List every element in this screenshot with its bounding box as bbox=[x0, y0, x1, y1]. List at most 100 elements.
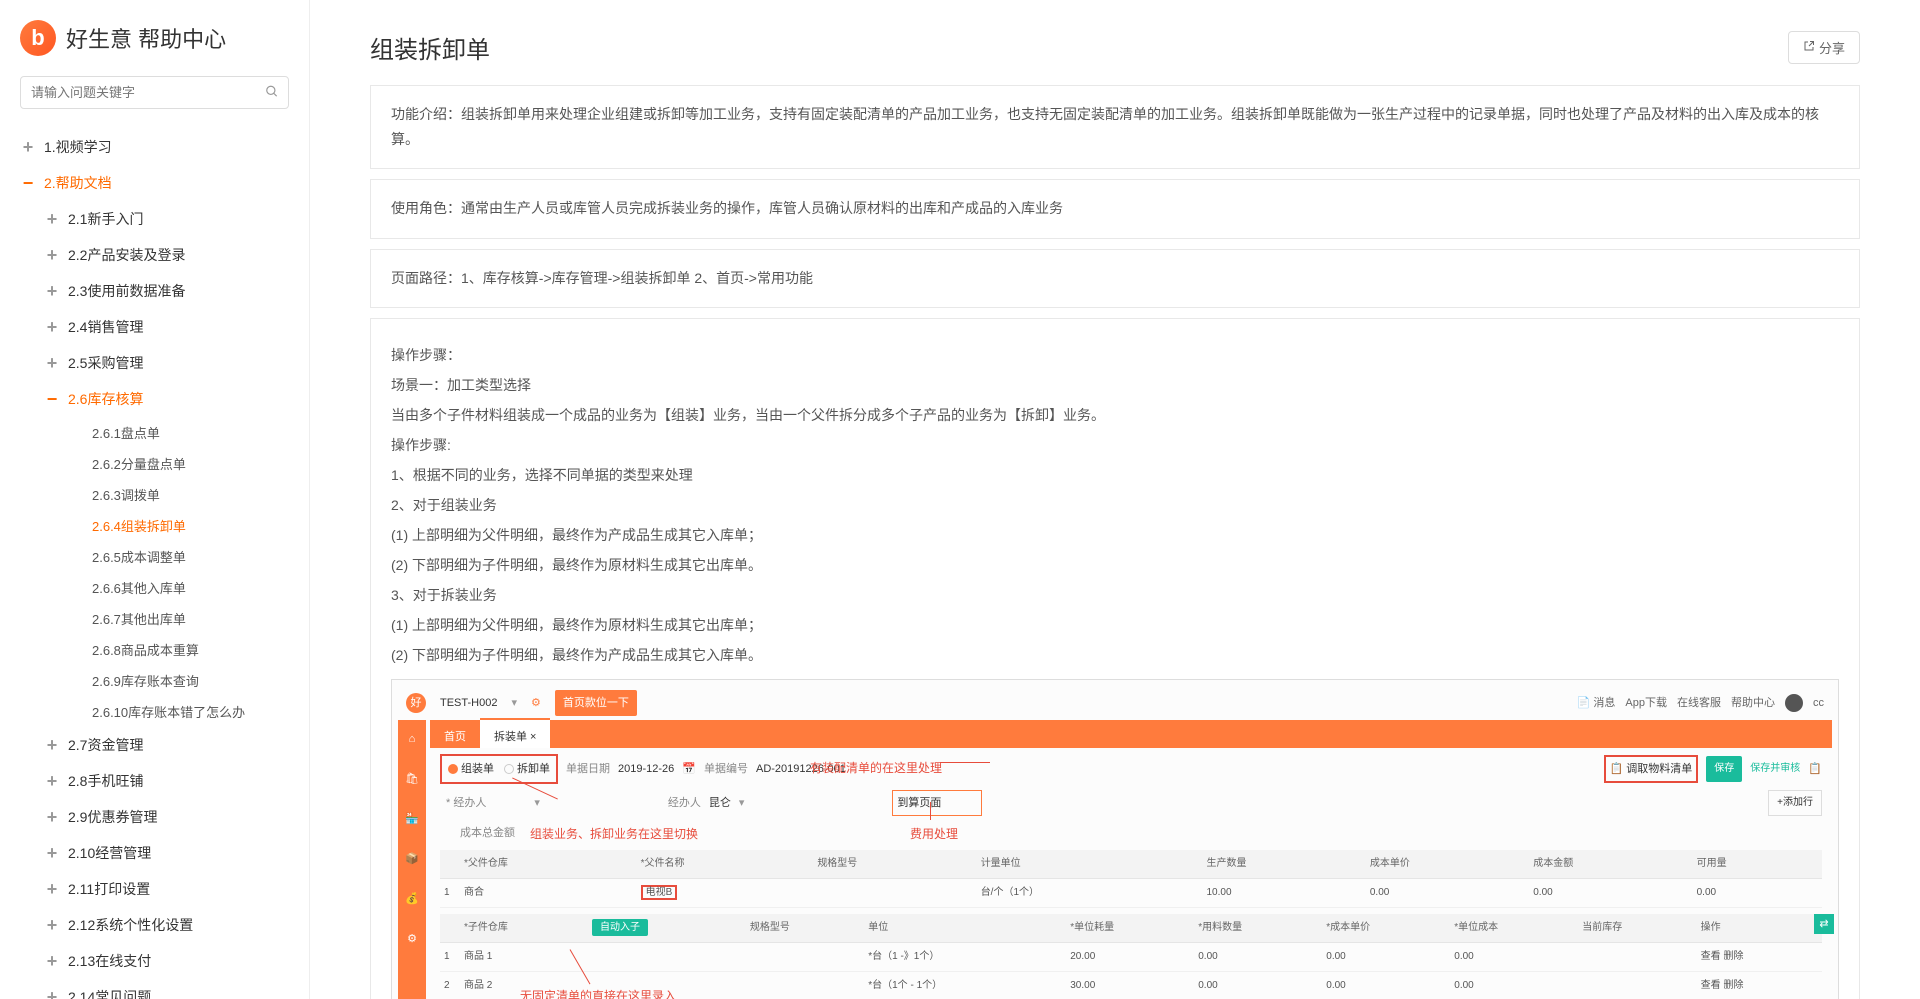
sidebar-item-label: 2.11打印设置 bbox=[68, 879, 150, 899]
home-icon[interactable]: ⌂ bbox=[409, 728, 416, 750]
bill-label: 单据编号 bbox=[704, 758, 748, 780]
ss-toolbar-3: 成本总金额 组装业务、拆卸业务在这里切换 费用处理 bbox=[430, 822, 1832, 850]
sidebar-item[interactable]: 2.5采购管理 bbox=[44, 345, 289, 381]
save-audit-button[interactable]: 保存并审核 bbox=[1750, 759, 1800, 779]
ss-help[interactable]: 帮助中心 bbox=[1731, 692, 1775, 714]
sidebar-item[interactable]: 2.1新手入门 bbox=[44, 201, 289, 237]
type-radio-group[interactable]: 组装单 拆卸单 bbox=[440, 754, 558, 784]
sidebar-item[interactable]: 2.8手机旺铺 bbox=[44, 763, 289, 799]
sidebar-item[interactable]: 2.6.7其他出库单 bbox=[92, 603, 289, 634]
sidebar-item-label: 2.6.10库存账本错了怎么办 bbox=[92, 702, 245, 721]
sidebar-item[interactable]: 2.10经营管理 bbox=[44, 835, 289, 871]
sidebar-item[interactable]: 2.6.2分量盘点单 bbox=[92, 448, 289, 479]
search-input[interactable] bbox=[20, 76, 289, 109]
table-row[interactable]: 1 商合 电视B 台/个（1个） 10.00 0.00 0.00 0.00 bbox=[440, 878, 1822, 907]
sidebar-item[interactable]: 2.6.3调拨单 bbox=[92, 479, 289, 510]
store-icon[interactable]: 🏪 bbox=[405, 808, 419, 830]
sidebar-item[interactable]: 2.14常见问题 bbox=[44, 979, 289, 999]
ss-body: ⌂ 🛍 🏪 📦 💰 ⚙ 首页 拆装单 × 组装单 bbox=[398, 720, 1832, 999]
sidebar-item[interactable]: 2.帮助文档 bbox=[20, 165, 289, 201]
th: 当前库存 bbox=[1578, 914, 1696, 943]
ss-msg[interactable]: 📄 消息 bbox=[1577, 692, 1616, 714]
sidebar-item[interactable]: 2.13在线支付 bbox=[44, 943, 289, 979]
radio-disassemble[interactable]: 拆卸单 bbox=[504, 758, 550, 780]
info-box-function: 功能介绍：组装拆卸单用来处理企业组建或拆卸等加工业务，支持有固定装配清单的产品加… bbox=[370, 85, 1860, 169]
sidebar-item-label: 2.6.1盘点单 bbox=[92, 423, 160, 442]
th: *单位耗量 bbox=[1066, 914, 1194, 943]
ss-svc[interactable]: 在线客服 bbox=[1677, 692, 1721, 714]
embedded-screenshot: 好 TEST-H002 ▾ ⚙ 首页款位一下 📄 消息 App下载 在线客服 帮… bbox=[391, 679, 1839, 999]
side-toggle-button[interactable]: ⇄ bbox=[1814, 914, 1834, 934]
sidebar-item-label: 2.4销售管理 bbox=[68, 317, 143, 337]
para: 1、根据不同的业务，选择不同单据的类型来处理 bbox=[391, 461, 1839, 489]
sidebar-item[interactable]: 2.7资金管理 bbox=[44, 727, 289, 763]
ss-user: cc bbox=[1813, 692, 1824, 714]
para: 2、对于组装业务 bbox=[391, 491, 1839, 519]
sidebar-item[interactable]: 2.12系统个性化设置 bbox=[44, 907, 289, 943]
ss-code: TEST-H002 bbox=[440, 692, 497, 714]
sidebar-item-label: 2.9优惠券管理 bbox=[68, 807, 157, 827]
sidebar-item[interactable]: 2.6.9库存账本查询 bbox=[92, 665, 289, 696]
bom-button[interactable]: 📋 调取物料清单 bbox=[1604, 755, 1699, 783]
child-table: ⇄ *子件仓库 自动入子 规格型号 单位 *单位耗量 *用料数量 *成本单价 bbox=[430, 914, 1832, 999]
sidebar-item[interactable]: 2.6库存核算 bbox=[44, 381, 289, 417]
table-row[interactable]: 1商品 1*台（1 -》1个）20.000.000.000.00查看 删除 bbox=[440, 942, 1822, 971]
logo-text: 好生意 帮助中心 bbox=[66, 22, 226, 54]
main-content: 组装拆卸单 分享 功能介绍：组装拆卸单用来处理企业组建或拆卸等加工业务，支持有固… bbox=[310, 0, 1920, 999]
date-value[interactable]: 2019-12-26 bbox=[618, 758, 674, 780]
sidebar-item[interactable]: 2.9优惠券管理 bbox=[44, 799, 289, 835]
ss-tab-home[interactable]: 首页 bbox=[430, 720, 480, 748]
plus-icon bbox=[44, 773, 60, 789]
sidebar-item[interactable]: 2.3使用前数据准备 bbox=[44, 273, 289, 309]
sidebar-item-label: 2.3使用前数据准备 bbox=[68, 281, 185, 301]
plus-icon bbox=[44, 809, 60, 825]
sidebar-item-label: 2.6.4组装拆卸单 bbox=[92, 516, 186, 535]
sidebar: 好生意 帮助中心 1.视频学习2.帮助文档2.1新手入门 2.2产品安装及登录 2.… bbox=[0, 0, 310, 999]
page-title: 组装拆卸单 bbox=[370, 30, 490, 65]
sidebar-item[interactable]: 2.6.4组装拆卸单 bbox=[92, 510, 289, 541]
ss-app[interactable]: App下载 bbox=[1625, 692, 1667, 714]
ss-avatar-icon[interactable] bbox=[1785, 694, 1803, 712]
save-button[interactable]: 保存 bbox=[1706, 756, 1742, 782]
sidebar-item[interactable]: 2.4销售管理 bbox=[44, 309, 289, 345]
sidebar-item[interactable]: 2.6.10库存账本错了怎么办 bbox=[92, 696, 289, 727]
sidebar-item[interactable]: 2.6.1盘点单 bbox=[92, 417, 289, 448]
date-label: 单据日期 bbox=[566, 758, 610, 780]
product-cell[interactable]: 电视B bbox=[641, 885, 678, 900]
sidebar-item[interactable]: 2.11打印设置 bbox=[44, 871, 289, 907]
share-button[interactable]: 分享 bbox=[1788, 31, 1860, 64]
th: 生产数量 bbox=[1202, 850, 1365, 879]
ss-tabs: 首页 拆装单 × bbox=[430, 720, 1832, 748]
cog-icon[interactable]: ⚙ bbox=[407, 928, 417, 950]
plus-icon bbox=[44, 283, 60, 299]
radio-assemble[interactable]: 组装单 bbox=[448, 758, 494, 780]
steps-title: 操作步骤： bbox=[391, 341, 1839, 369]
cart-icon[interactable]: 🛍 bbox=[405, 768, 419, 790]
th: *成本单价 bbox=[1322, 914, 1450, 943]
ss-top-btn[interactable]: 首页款位一下 bbox=[555, 690, 637, 716]
sidebar-item[interactable]: 2.6.8商品成本重算 bbox=[92, 634, 289, 665]
add-row-button[interactable]: +添加行 bbox=[1768, 790, 1822, 816]
annotation-1: 有装配清单的在这里处理 bbox=[810, 756, 942, 780]
para-indent: (2) 下部明细为子件明细，最终作为产成品生成其它入库单。 bbox=[391, 641, 1839, 669]
finance-icon[interactable]: 💰 bbox=[405, 888, 419, 910]
search-icon[interactable] bbox=[265, 84, 279, 101]
box-icon[interactable]: 📦 bbox=[405, 848, 419, 870]
sidebar-item[interactable]: 2.6.6其他入库单 bbox=[92, 572, 289, 603]
info-text: 通常由生产人员或库管人员完成拆装业务的操作，库管人员确认原材料的出库和产成品的入… bbox=[461, 200, 1063, 216]
th: 单位 bbox=[864, 914, 1066, 943]
sidebar-item-label: 2.2产品安装及登录 bbox=[68, 245, 185, 265]
para: 操作步骤: bbox=[391, 431, 1839, 459]
ss-tab-active[interactable]: 拆装单 × bbox=[480, 718, 550, 748]
sidebar-item-label: 2.6.8商品成本重算 bbox=[92, 640, 199, 659]
sidebar-item-label: 2.13在线支付 bbox=[68, 951, 151, 971]
sidebar-item[interactable]: 1.视频学习 bbox=[20, 129, 289, 165]
plus-icon bbox=[44, 355, 60, 371]
sidebar-item[interactable]: 2.6.5成本调整单 bbox=[92, 541, 289, 572]
info-text: 组装拆卸单用来处理企业组建或拆卸等加工业务，支持有固定装配清单的产品加工业务，也… bbox=[391, 106, 1819, 147]
plus-icon bbox=[44, 845, 60, 861]
sidebar-item[interactable]: 2.2产品安装及登录 bbox=[44, 237, 289, 273]
ss-logo-icon: 好 bbox=[406, 693, 426, 713]
fee-input[interactable]: 到算页面 bbox=[892, 790, 982, 816]
th: *用料数量 bbox=[1194, 914, 1322, 943]
